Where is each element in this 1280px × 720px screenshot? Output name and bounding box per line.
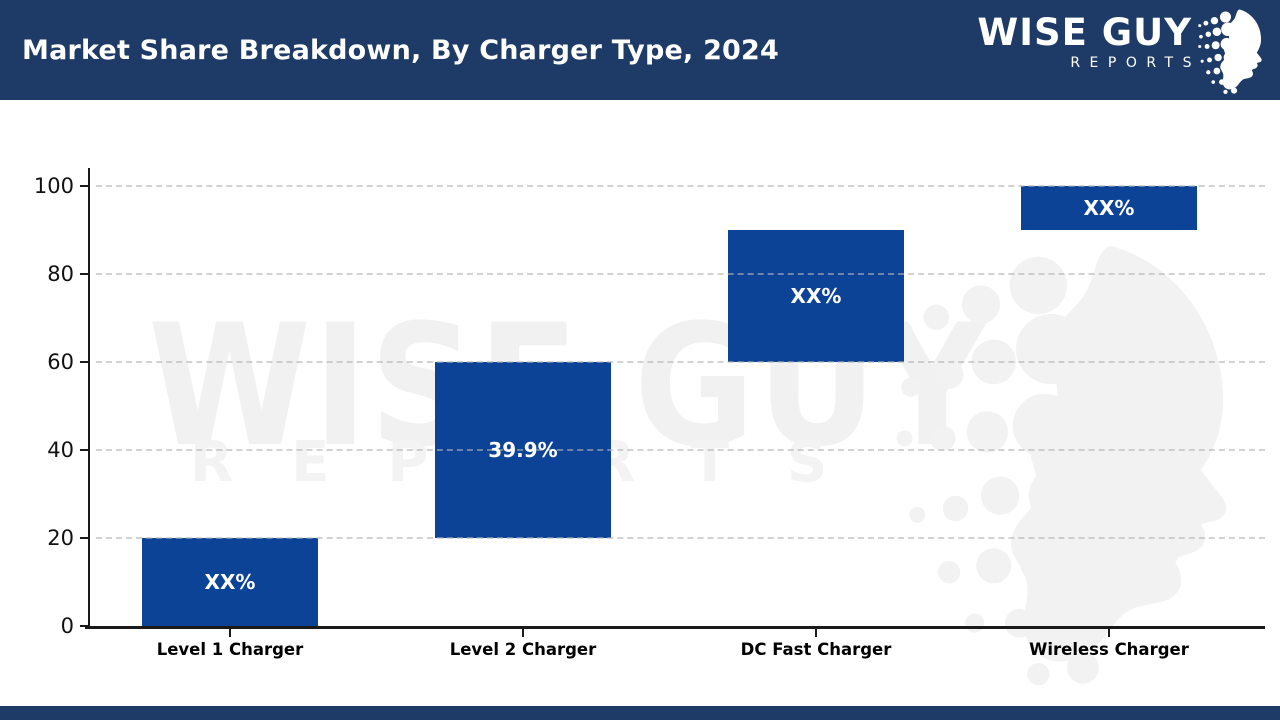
y-tick-label: 60 [47,350,74,374]
bar-wireless-charger [1021,186,1197,231]
y-tick-60 [80,361,88,363]
gridline-100 [96,185,1265,187]
y-tick-0 [80,625,88,627]
gridline-20 [96,537,1265,539]
y-tick-80 [80,273,88,275]
brand-subname: REPORTS [1070,54,1201,71]
bar-dc-fast-charger [728,230,904,363]
y-tick-label: 0 [60,614,74,638]
y-tick-label: 80 [47,262,74,286]
bar-level-1-charger [142,538,318,626]
page-title: Market Share Breakdown, By Charger Type,… [22,34,780,66]
y-tick-label: 20 [47,526,74,550]
brand-head-icon [1198,9,1262,95]
gridline-40 [96,449,1265,451]
bar-value-label: 39.9% [488,438,558,463]
bar-value-label: XX% [790,284,842,309]
x-category-label: DC Fast Charger [740,640,892,659]
x-category-label: Level 2 Charger [449,640,597,659]
x-category-label: Wireless Charger [1029,640,1189,659]
gridline-80 [96,273,1265,275]
bar-value-label: XX% [1083,196,1135,221]
footer-bar [0,706,1280,720]
x-tick-3 [1108,629,1110,637]
x-category-label: Level 1 Charger [156,640,304,659]
brand-logo: WISE GUY REPORTS [977,11,1192,71]
y-axis-line [88,168,90,628]
x-tick-1 [522,629,524,637]
bar-value-label: XX% [204,570,256,594]
x-axis-line [85,626,1265,629]
y-tick-100 [80,185,88,187]
y-tick-label: 100 [33,174,74,198]
y-tick-20 [80,537,88,539]
gridline-60 [96,361,1265,363]
x-tick-0 [229,629,231,637]
y-tick-40 [80,449,88,451]
x-tick-2 [815,629,817,637]
y-tick-label: 40 [47,438,74,462]
brand-name: WISE GUY [977,11,1192,54]
header-bar: Market Share Breakdown, By Charger Type,… [0,0,1280,100]
